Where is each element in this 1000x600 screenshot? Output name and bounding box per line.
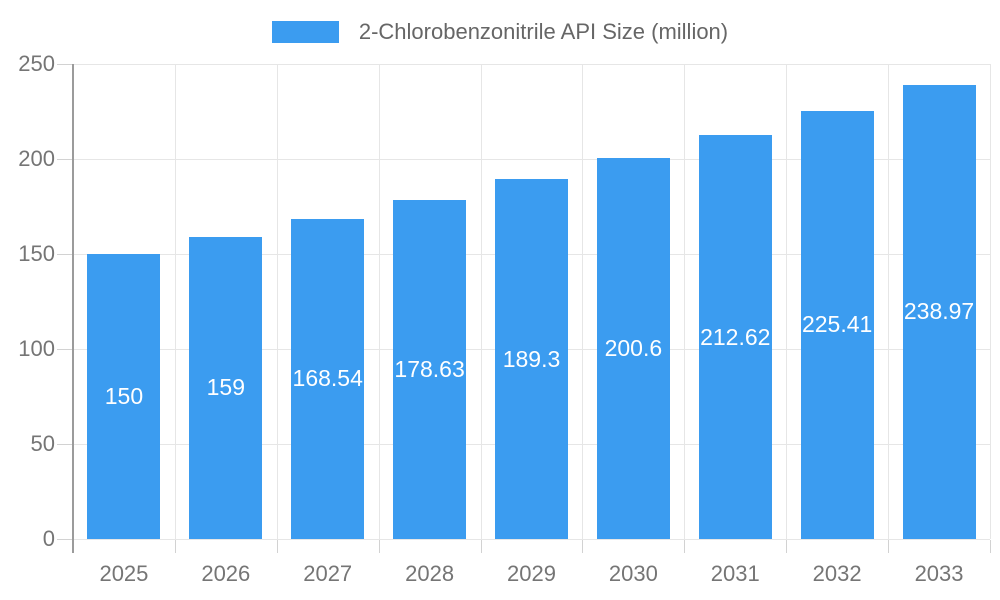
y-axis-label: 250 [18, 51, 55, 76]
x-axis-tick [378, 540, 380, 553]
x-axis-tick [888, 540, 890, 553]
bar-2028[interactable]: 178.63 [393, 199, 467, 539]
y-axis-tick [57, 539, 73, 540]
y-axis-tick [57, 64, 73, 65]
x-axis-tick [582, 540, 584, 553]
x-axis-tick [480, 540, 482, 553]
y-axis-label: 100 [18, 336, 55, 361]
gridline-vertical [480, 64, 482, 539]
y-axis-tick [57, 254, 73, 255]
legend-label: 2-Chlorobenzonitrile API Size (million) [358, 19, 729, 44]
x-axis-label-2026: 2026 [201, 561, 251, 586]
bar-value-label: 200.6 [604, 334, 663, 361]
x-axis-label-2027: 2027 [303, 561, 353, 586]
x-axis-tick [684, 540, 686, 553]
gridline-vertical [684, 64, 686, 539]
bar-2025[interactable]: 150 [87, 254, 161, 539]
bar-2030[interactable]: 200.6 [596, 157, 670, 539]
gridline-vertical [990, 64, 991, 539]
bar-2033[interactable]: 238.97 [902, 84, 976, 539]
bar-value-label: 168.54 [292, 365, 363, 392]
y-axis-label: 0 [42, 526, 55, 551]
y-axis-tick [57, 159, 73, 160]
bar-value-label: 238.97 [903, 298, 975, 325]
gridline-vertical [174, 64, 176, 539]
gridline-horizontal [73, 539, 990, 540]
bar-2032[interactable]: 225.41 [800, 110, 874, 539]
x-axis-label-2025: 2025 [99, 561, 149, 586]
bar-2027[interactable]: 168.54 [291, 218, 365, 539]
bar-value-label: 212.62 [700, 323, 771, 350]
gridline-vertical [786, 64, 788, 539]
y-axis-tick [57, 349, 73, 350]
y-axis-tick [57, 444, 73, 445]
x-axis-label-2031: 2031 [710, 561, 760, 586]
bar-2029[interactable]: 189.3 [495, 179, 568, 539]
x-axis-tick [786, 540, 788, 553]
gridline-vertical [276, 64, 278, 539]
x-axis-tick [174, 540, 176, 553]
bar-value-label: 150 [104, 383, 144, 409]
x-axis-label-2030: 2030 [608, 561, 658, 586]
bar-value-label: 225.41 [801, 311, 873, 338]
gridline-vertical [378, 64, 380, 539]
y-axis-line [72, 64, 74, 553]
x-axis-tick [276, 540, 278, 553]
bar-2031[interactable]: 212.62 [698, 135, 772, 539]
gridline-vertical [582, 64, 584, 539]
gridline-horizontal [73, 159, 990, 160]
x-axis-tick [990, 540, 991, 553]
gridline-vertical [888, 64, 890, 539]
x-axis-label-2033: 2033 [914, 561, 964, 586]
y-axis-label: 200 [18, 146, 55, 171]
legend-swatch [271, 21, 339, 43]
bar-value-label: 159 [206, 374, 246, 401]
y-axis-label: 150 [18, 241, 55, 266]
bar-value-label: 178.63 [394, 355, 465, 382]
x-axis-label-2032: 2032 [812, 561, 862, 586]
bar-value-label: 189.3 [502, 345, 561, 372]
gridline-horizontal [73, 64, 990, 65]
y-axis-label: 50 [30, 431, 55, 456]
legend[interactable]: 2-Chlorobenzonitrile API Size (million) [0, 19, 1000, 44]
bar-2026[interactable]: 159 [189, 236, 263, 539]
x-axis-label-2029: 2029 [507, 561, 556, 586]
x-axis-label-2028: 2028 [405, 561, 455, 586]
